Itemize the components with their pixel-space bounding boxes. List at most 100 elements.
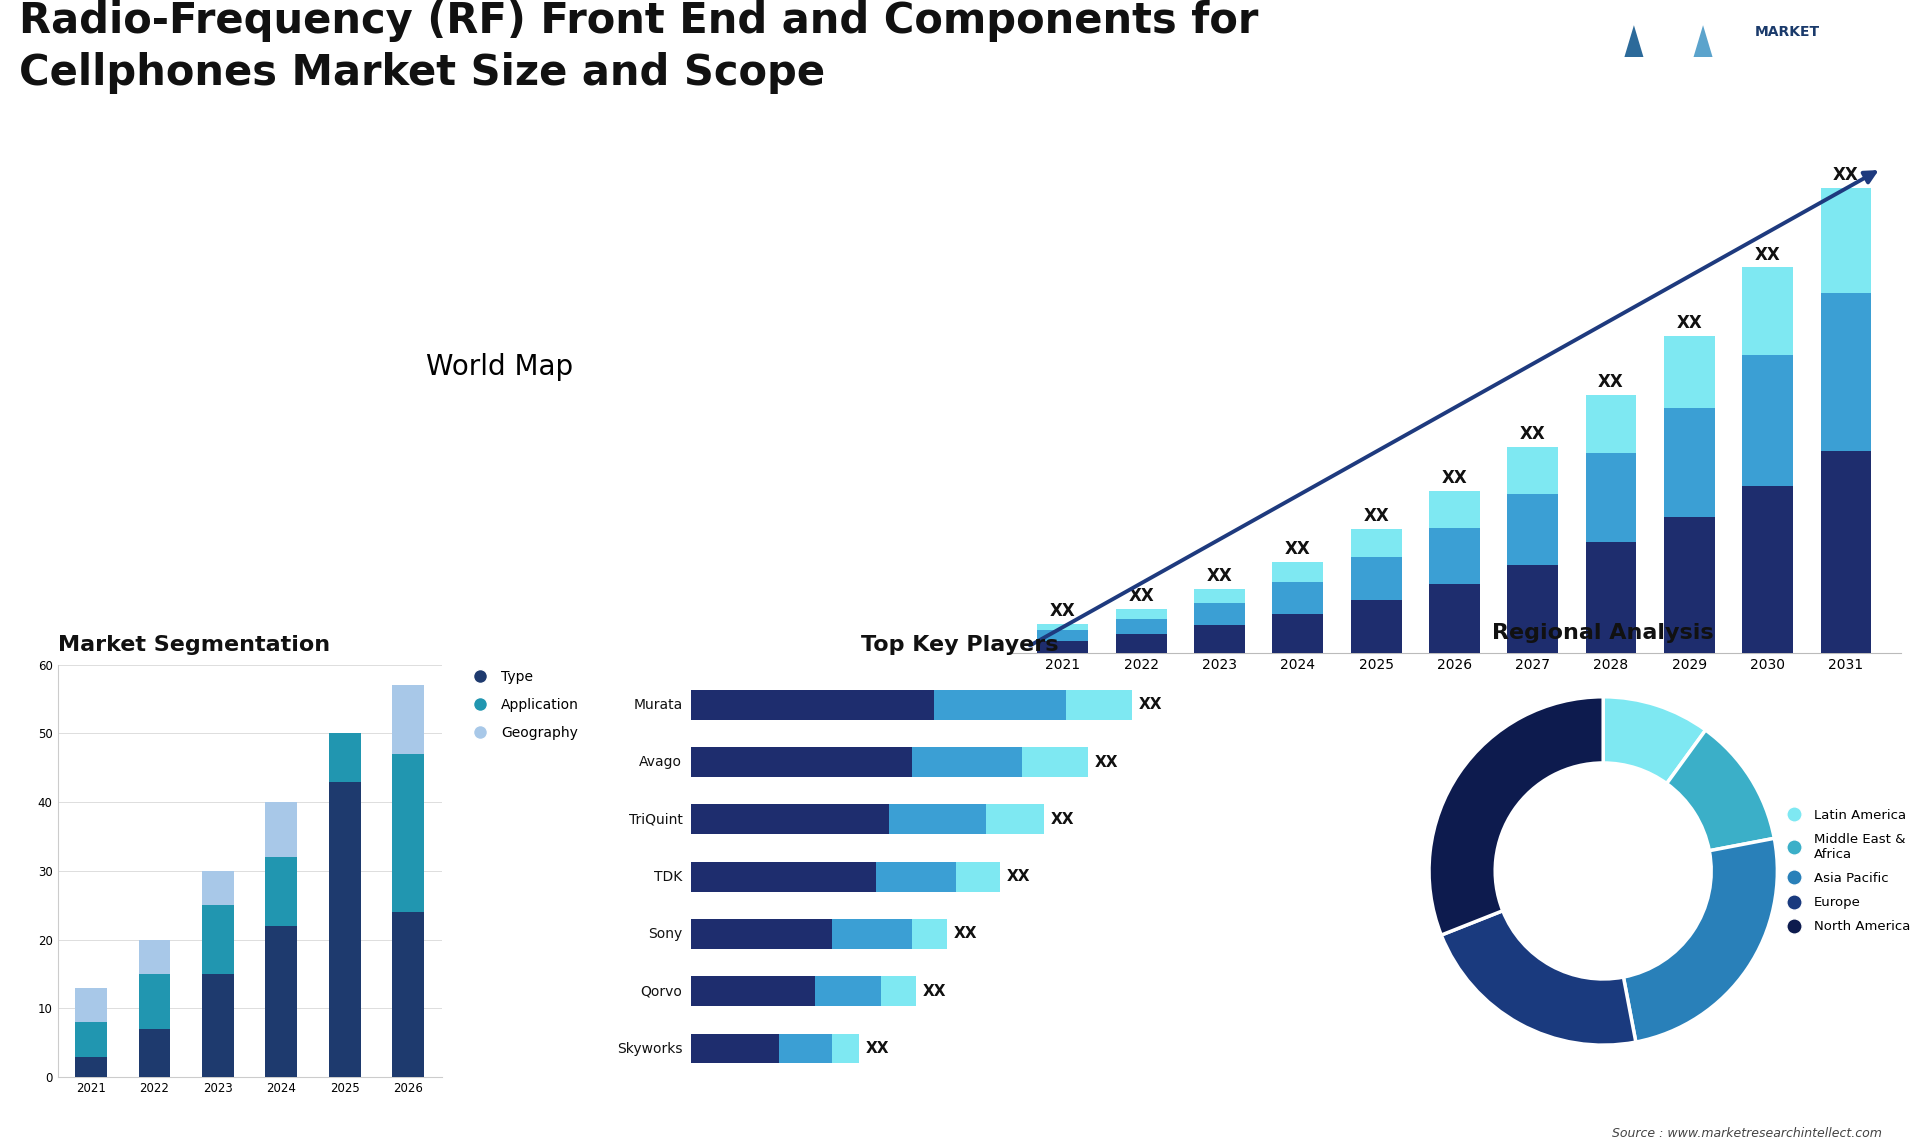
Text: Radio-Frequency (RF) Front End and Components for
Cellphones Market Size and Sco: Radio-Frequency (RF) Front End and Compo… <box>19 0 1260 94</box>
Bar <box>1194 603 1244 626</box>
Bar <box>75 1022 108 1057</box>
Wedge shape <box>1428 697 1603 935</box>
Text: Sony: Sony <box>649 927 682 941</box>
Bar <box>202 974 234 1077</box>
Text: XX: XX <box>1139 697 1162 713</box>
Wedge shape <box>1603 697 1705 784</box>
Bar <box>1741 354 1793 486</box>
Bar <box>1037 630 1089 641</box>
Bar <box>1037 625 1089 630</box>
Bar <box>876 862 956 892</box>
Bar <box>392 754 424 912</box>
Bar <box>138 974 171 1029</box>
Bar <box>691 862 876 892</box>
Bar <box>138 1029 171 1077</box>
Text: XX: XX <box>1834 166 1859 183</box>
Bar <box>75 988 108 1022</box>
Text: Skyworks: Skyworks <box>616 1042 682 1055</box>
Text: XX: XX <box>1094 754 1117 770</box>
Bar <box>831 1034 858 1063</box>
Text: Avago: Avago <box>639 755 682 769</box>
Text: XX: XX <box>1284 540 1311 558</box>
Text: XX: XX <box>1442 470 1467 487</box>
Text: INTELLECT: INTELLECT <box>1755 108 1837 121</box>
Bar <box>933 690 1066 720</box>
Legend: Type, Application, Geography: Type, Application, Geography <box>461 665 584 746</box>
Bar <box>1428 492 1480 528</box>
Bar <box>1116 609 1167 619</box>
Bar <box>1586 395 1636 454</box>
Bar <box>392 912 424 1077</box>
Text: XX: XX <box>866 1041 889 1057</box>
Bar <box>1273 614 1323 653</box>
Bar <box>265 802 298 857</box>
Text: XX: XX <box>1597 374 1624 391</box>
Text: TDK: TDK <box>655 870 682 884</box>
Wedge shape <box>1624 839 1778 1042</box>
Text: Source : www.marketresearchintellect.com: Source : www.marketresearchintellect.com <box>1611 1128 1882 1140</box>
Bar <box>1350 601 1402 653</box>
Polygon shape <box>1599 25 1668 141</box>
Bar <box>75 1057 108 1077</box>
Bar <box>691 919 831 949</box>
Bar <box>889 804 987 834</box>
Text: XX: XX <box>1363 508 1388 526</box>
Title: Top Key Players: Top Key Players <box>862 635 1058 654</box>
Bar <box>831 919 912 949</box>
Bar <box>691 690 933 720</box>
Text: Murata: Murata <box>634 698 682 712</box>
Bar <box>1350 529 1402 557</box>
Title: Regional Analysis: Regional Analysis <box>1492 623 1715 643</box>
Bar <box>814 976 881 1006</box>
Bar <box>691 976 814 1006</box>
Polygon shape <box>1668 25 1738 141</box>
Bar <box>328 733 361 782</box>
Wedge shape <box>1442 911 1636 1045</box>
Text: XX: XX <box>1676 314 1703 332</box>
Text: XX: XX <box>954 926 977 942</box>
Bar <box>1194 589 1244 603</box>
Bar <box>1665 336 1715 408</box>
Text: XX: XX <box>1129 587 1154 605</box>
Bar <box>1037 641 1089 653</box>
Bar <box>1665 517 1715 653</box>
Text: XX: XX <box>1206 567 1233 584</box>
Text: TriQuint: TriQuint <box>628 813 682 826</box>
Bar <box>987 804 1044 834</box>
Bar <box>138 940 171 974</box>
Bar <box>1741 267 1793 354</box>
Text: XX: XX <box>922 983 947 999</box>
Bar <box>1194 626 1244 653</box>
Bar <box>1507 447 1559 494</box>
Bar <box>1428 528 1480 583</box>
Bar <box>392 685 424 754</box>
Bar <box>1273 582 1323 614</box>
Bar <box>1820 450 1872 653</box>
Bar <box>691 804 889 834</box>
Bar <box>1350 557 1402 601</box>
Text: World Map: World Map <box>426 353 572 380</box>
Bar <box>691 747 912 777</box>
Bar <box>912 919 947 949</box>
Bar <box>1507 565 1559 653</box>
Bar <box>1116 634 1167 653</box>
Bar <box>1507 494 1559 565</box>
Bar <box>1586 542 1636 653</box>
Wedge shape <box>1667 730 1774 850</box>
Bar <box>912 747 1021 777</box>
Bar <box>328 782 361 1077</box>
Bar <box>1741 486 1793 653</box>
Bar <box>1273 563 1323 582</box>
Bar <box>956 862 1000 892</box>
Text: XX: XX <box>1521 425 1546 444</box>
Text: XX: XX <box>1006 869 1029 885</box>
Bar <box>1021 747 1089 777</box>
Text: XX: XX <box>1050 811 1073 827</box>
Text: Qorvo: Qorvo <box>641 984 682 998</box>
Bar <box>265 926 298 1077</box>
Bar <box>202 871 234 905</box>
Bar <box>1820 292 1872 450</box>
Text: XX: XX <box>1050 603 1075 620</box>
Legend: Latin America, Middle East &
Africa, Asia Pacific, Europe, North America: Latin America, Middle East & Africa, Asi… <box>1776 803 1914 939</box>
Bar <box>265 857 298 926</box>
